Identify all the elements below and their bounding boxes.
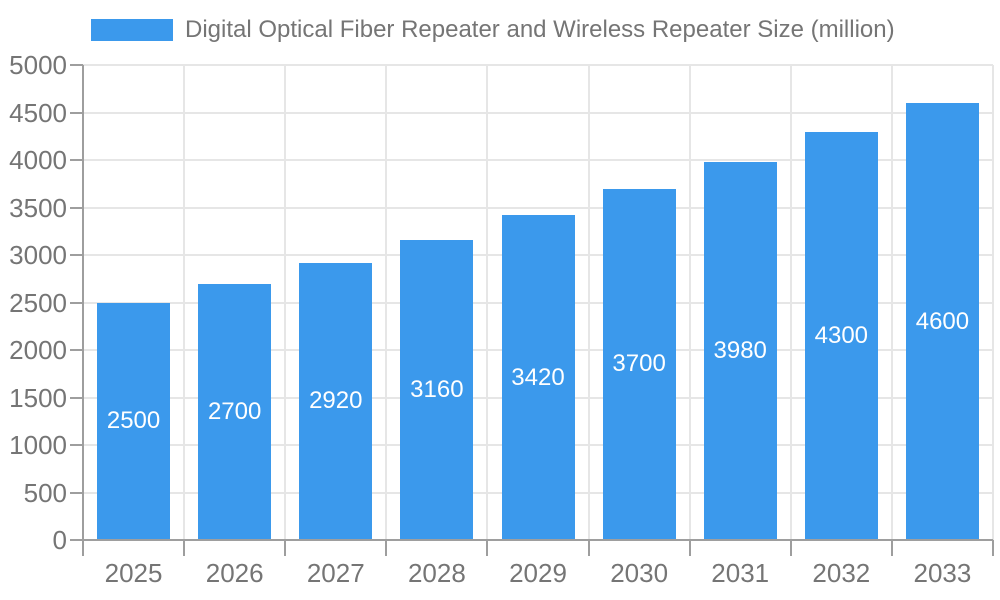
bar[interactable]: 2500 xyxy=(97,302,171,540)
bar-value-label: 2500 xyxy=(106,407,161,435)
bar-value-label: 2700 xyxy=(207,397,262,425)
bar-value-label: 4600 xyxy=(915,307,970,335)
y-axis-tick xyxy=(70,254,83,256)
x-axis-tick xyxy=(486,540,489,556)
x-gridline xyxy=(992,65,994,540)
y-gridline xyxy=(83,64,993,66)
x-gridline xyxy=(890,65,893,540)
y-axis-label: 1000 xyxy=(9,430,67,460)
y-axis-label: 5000 xyxy=(9,50,67,80)
x-axis-label: 2028 xyxy=(407,558,466,588)
y-axis-tick xyxy=(70,491,83,494)
bar-value-label: 3980 xyxy=(713,336,767,364)
bar[interactable]: 3700 xyxy=(602,188,676,540)
bar[interactable]: 3980 xyxy=(703,161,777,540)
bar-value-label: 3420 xyxy=(511,363,565,391)
y-axis-tick xyxy=(70,444,83,446)
x-axis-line xyxy=(83,539,993,541)
x-axis-label: 2025 xyxy=(104,558,163,588)
x-gridline xyxy=(183,65,186,540)
y-gridline xyxy=(83,111,993,114)
legend[interactable]: Digital Optical Fiber Repeater and Wirel… xyxy=(91,16,895,43)
bar[interactable]: 2700 xyxy=(198,283,272,540)
x-axis-tick xyxy=(284,540,287,556)
y-axis-tick xyxy=(70,206,83,209)
chart-title: Digital Optical Fiber Repeater and Wirel… xyxy=(185,16,895,43)
y-axis-label: 0 xyxy=(52,525,67,555)
x-gridline xyxy=(587,65,590,540)
y-axis-label: 3000 xyxy=(9,240,67,270)
x-axis-label: 2032 xyxy=(812,558,871,588)
y-axis-tick xyxy=(70,396,83,399)
y-axis-tick xyxy=(70,301,83,304)
x-axis-label: 2027 xyxy=(306,558,365,588)
x-axis-tick xyxy=(587,540,590,556)
bar[interactable]: 3160 xyxy=(400,239,474,540)
x-gridline xyxy=(385,65,388,540)
y-axis-tick xyxy=(70,159,83,161)
x-axis-tick xyxy=(688,540,691,556)
bar[interactable]: 3420 xyxy=(501,215,575,540)
y-axis-label: 2500 xyxy=(9,287,67,318)
y-axis-line xyxy=(82,65,84,556)
y-axis-label: 500 xyxy=(23,477,67,508)
bar-value-label: 4300 xyxy=(814,321,869,349)
y-axis-tick xyxy=(70,539,83,541)
y-gridline xyxy=(83,159,993,161)
x-axis-label: 2033 xyxy=(913,558,972,588)
x-axis-tick xyxy=(992,540,994,556)
x-gridline xyxy=(688,65,691,540)
y-axis-label: 1500 xyxy=(9,382,67,413)
y-axis-label: 4000 xyxy=(9,145,67,175)
x-axis-label: 2031 xyxy=(711,558,770,588)
x-axis-label: 2029 xyxy=(509,558,567,588)
bar-value-label: 3700 xyxy=(612,350,666,378)
legend-swatch-icon xyxy=(91,19,173,41)
x-axis-tick xyxy=(385,540,388,556)
x-axis-label: 2030 xyxy=(610,558,669,588)
y-axis-tick xyxy=(70,64,83,66)
bar-value-label: 2920 xyxy=(309,387,363,415)
y-axis-label: 2000 xyxy=(9,335,67,365)
y-gridline xyxy=(83,206,993,209)
y-axis-label: 3500 xyxy=(9,192,67,223)
x-axis-tick xyxy=(890,540,893,556)
y-axis-tick xyxy=(70,111,83,114)
x-gridline xyxy=(284,65,287,540)
bar[interactable]: 4300 xyxy=(804,131,878,540)
x-axis-label: 2026 xyxy=(205,558,264,588)
x-gridline xyxy=(789,65,792,540)
x-axis-tick xyxy=(183,540,186,556)
y-axis-label: 4500 xyxy=(9,97,67,128)
bar[interactable]: 4600 xyxy=(905,103,979,540)
bar[interactable]: 2920 xyxy=(299,262,373,540)
y-axis-tick xyxy=(70,349,83,351)
x-axis-tick xyxy=(789,540,792,556)
x-gridline xyxy=(486,65,489,540)
bar-value-label: 3160 xyxy=(410,375,464,403)
